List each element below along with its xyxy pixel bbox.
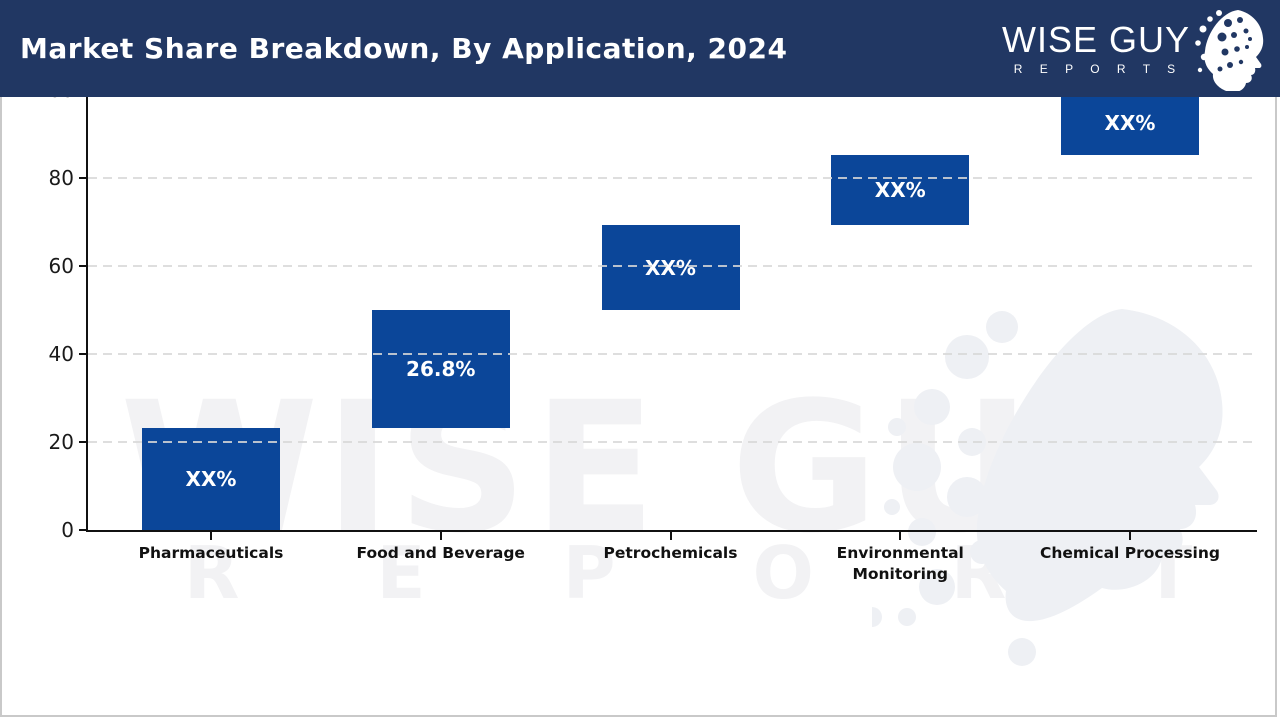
bar-label: XX%: [874, 178, 926, 203]
header-bar: Market Share Breakdown, By Application, …: [0, 0, 1280, 97]
y-tick: [79, 441, 88, 443]
gridline-20: [88, 441, 1257, 443]
y-tick-label: 40: [48, 342, 74, 366]
bar-chemical-processing: XX%: [1061, 90, 1199, 156]
y-axis-spine: [86, 68, 88, 532]
watermark-face-icon: [872, 309, 1223, 666]
logo-wordmark: WISE GUY: [1001, 18, 1190, 60]
bar-environmental-monitoring: XX%: [831, 155, 970, 226]
x-axis-label-chemical-processing: Chemical Processing: [1040, 544, 1220, 562]
x-tick: [439, 531, 442, 540]
x-axis-label-environmental-monitoring: Environmental Monitoring: [836, 544, 964, 583]
logo-subtext: R E P O R T S: [1013, 61, 1183, 76]
y-tick-label: 80: [48, 166, 74, 190]
y-tick: [79, 353, 88, 355]
bar-label: XX%: [185, 466, 237, 491]
bar-pharmaceuticals: XX%: [142, 427, 280, 530]
bar-petrochemicals: XX%: [601, 225, 740, 310]
bar-food-and-beverage: 26.8%: [371, 310, 510, 428]
gridline-40: [88, 353, 1257, 355]
x-tick: [669, 531, 672, 540]
y-tick-label: 20: [48, 430, 74, 454]
chart-title: Market Share Breakdown, By Application, …: [20, 32, 788, 65]
x-tick: [210, 531, 212, 540]
logo-text: WISE GUY R E P O R T S: [1001, 18, 1190, 76]
bar-label: 26.8%: [406, 356, 476, 381]
y-tick: [79, 177, 88, 179]
chart-body: WISE GUY R E P O R T S: [0, 97, 1277, 717]
y-tick-label: 60: [48, 254, 74, 278]
logo-face-icon: [1195, 9, 1264, 91]
logo: WISE GUY R E P O R T S: [1002, 7, 1266, 91]
bar-label: XX%: [1104, 110, 1156, 135]
x-axis-spine: [86, 530, 1257, 532]
gridline-60: [88, 265, 1257, 267]
x-axis-label-food-and-beverage: Food and Beverage: [356, 544, 525, 562]
x-tick: [899, 531, 902, 540]
x-axis-label-pharmaceuticals: Pharmaceuticals: [138, 544, 284, 562]
x-axis-label-petrochemicals: Petrochemicals: [603, 544, 738, 562]
x-tick: [1129, 531, 1131, 540]
y-tick-label: 0: [61, 518, 74, 542]
gridline-80: [88, 177, 1257, 179]
y-tick: [79, 265, 88, 267]
y-tick: [79, 529, 88, 531]
waterfall-chart: XX% Pharmaceuticals 26.8% Food and Beverage…: [36, 68, 1257, 583]
bar-label: XX%: [645, 255, 696, 280]
